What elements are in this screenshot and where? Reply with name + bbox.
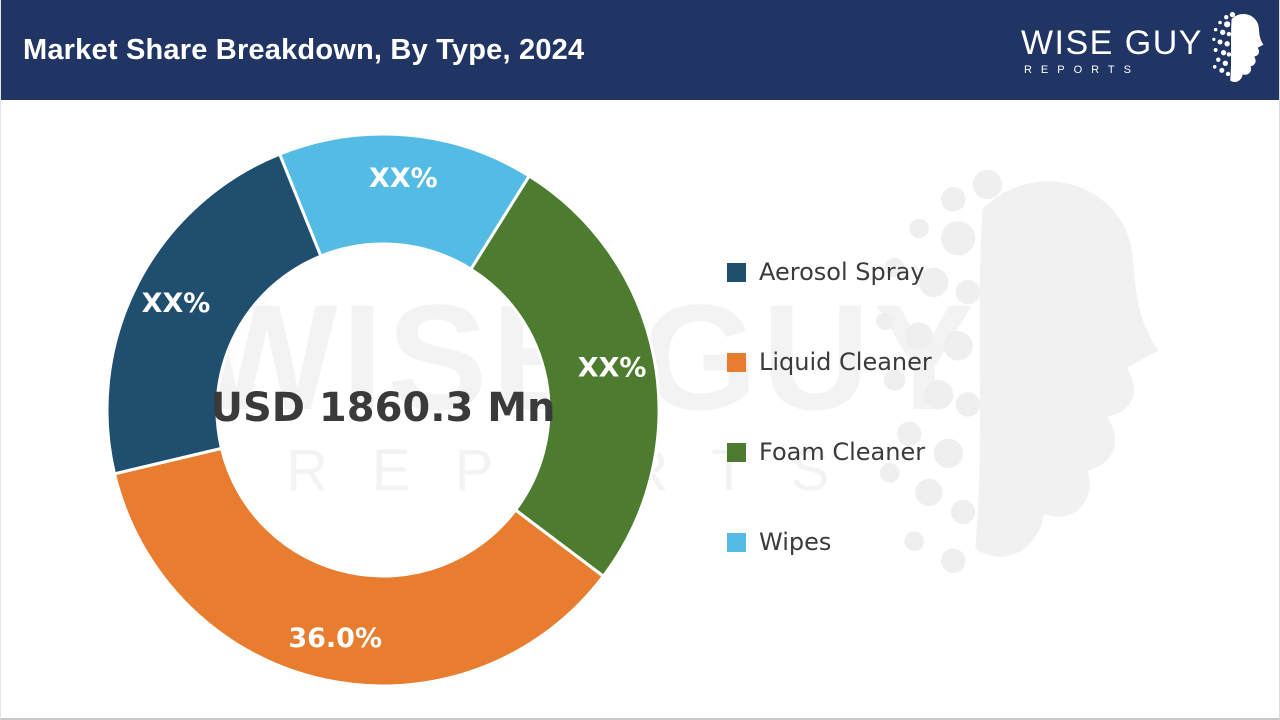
slice-label-aerosol-spray: XX%: [142, 288, 211, 319]
donut-svg: XX% XX% 36.0% XX%: [105, 132, 661, 688]
header-bar: Market Share Breakdown, By Type, 2024 WI…: [1, 0, 1279, 100]
brand-name: WISE GUY: [1020, 23, 1203, 62]
legend-item-wipes: Wipes: [727, 528, 932, 556]
donut-segment-liquid-cleaner: [112, 446, 605, 688]
slice-label-foam-cleaner: XX%: [578, 353, 647, 384]
brand-logo-text: WISE GUY REPORTS: [1021, 25, 1203, 76]
brand-logo: WISE GUY REPORTS: [1021, 9, 1267, 91]
donut-center-value: USD 1860.3 Mn: [210, 385, 556, 431]
donut-segment-aerosol-spray: [105, 152, 323, 476]
page-title: Market Share Breakdown, By Type, 2024: [23, 33, 585, 66]
slice-label-wipes: XX%: [369, 163, 438, 194]
donut-segment-foam-cleaner: [469, 174, 661, 578]
legend-swatch-icon: [727, 352, 746, 372]
legend-label: Foam Cleaner: [759, 438, 926, 466]
legend-swatch-icon: [727, 532, 746, 552]
legend-label: Wipes: [759, 528, 832, 556]
chart-legend: Aerosol Spray Liquid Cleaner Foam Cleane…: [727, 258, 932, 556]
legend-label: Aerosol Spray: [759, 258, 925, 286]
legend-label: Liquid Cleaner: [759, 348, 932, 376]
legend-item-foam-cleaner: Foam Cleaner: [727, 438, 932, 466]
donut-chart: XX% XX% 36.0% XX%: [103, 130, 663, 690]
legend-item-liquid-cleaner: Liquid Cleaner: [727, 348, 932, 376]
legend-swatch-icon: [727, 442, 746, 462]
slice-label-liquid-cleaner: 36.0%: [288, 623, 382, 654]
brand-face-icon: [1212, 11, 1264, 83]
brand-subtitle: REPORTS: [1023, 63, 1140, 76]
legend-item-aerosol-spray: Aerosol Spray: [727, 258, 932, 286]
watermark-face-icon: [876, 169, 1159, 573]
legend-swatch-icon: [727, 262, 746, 282]
